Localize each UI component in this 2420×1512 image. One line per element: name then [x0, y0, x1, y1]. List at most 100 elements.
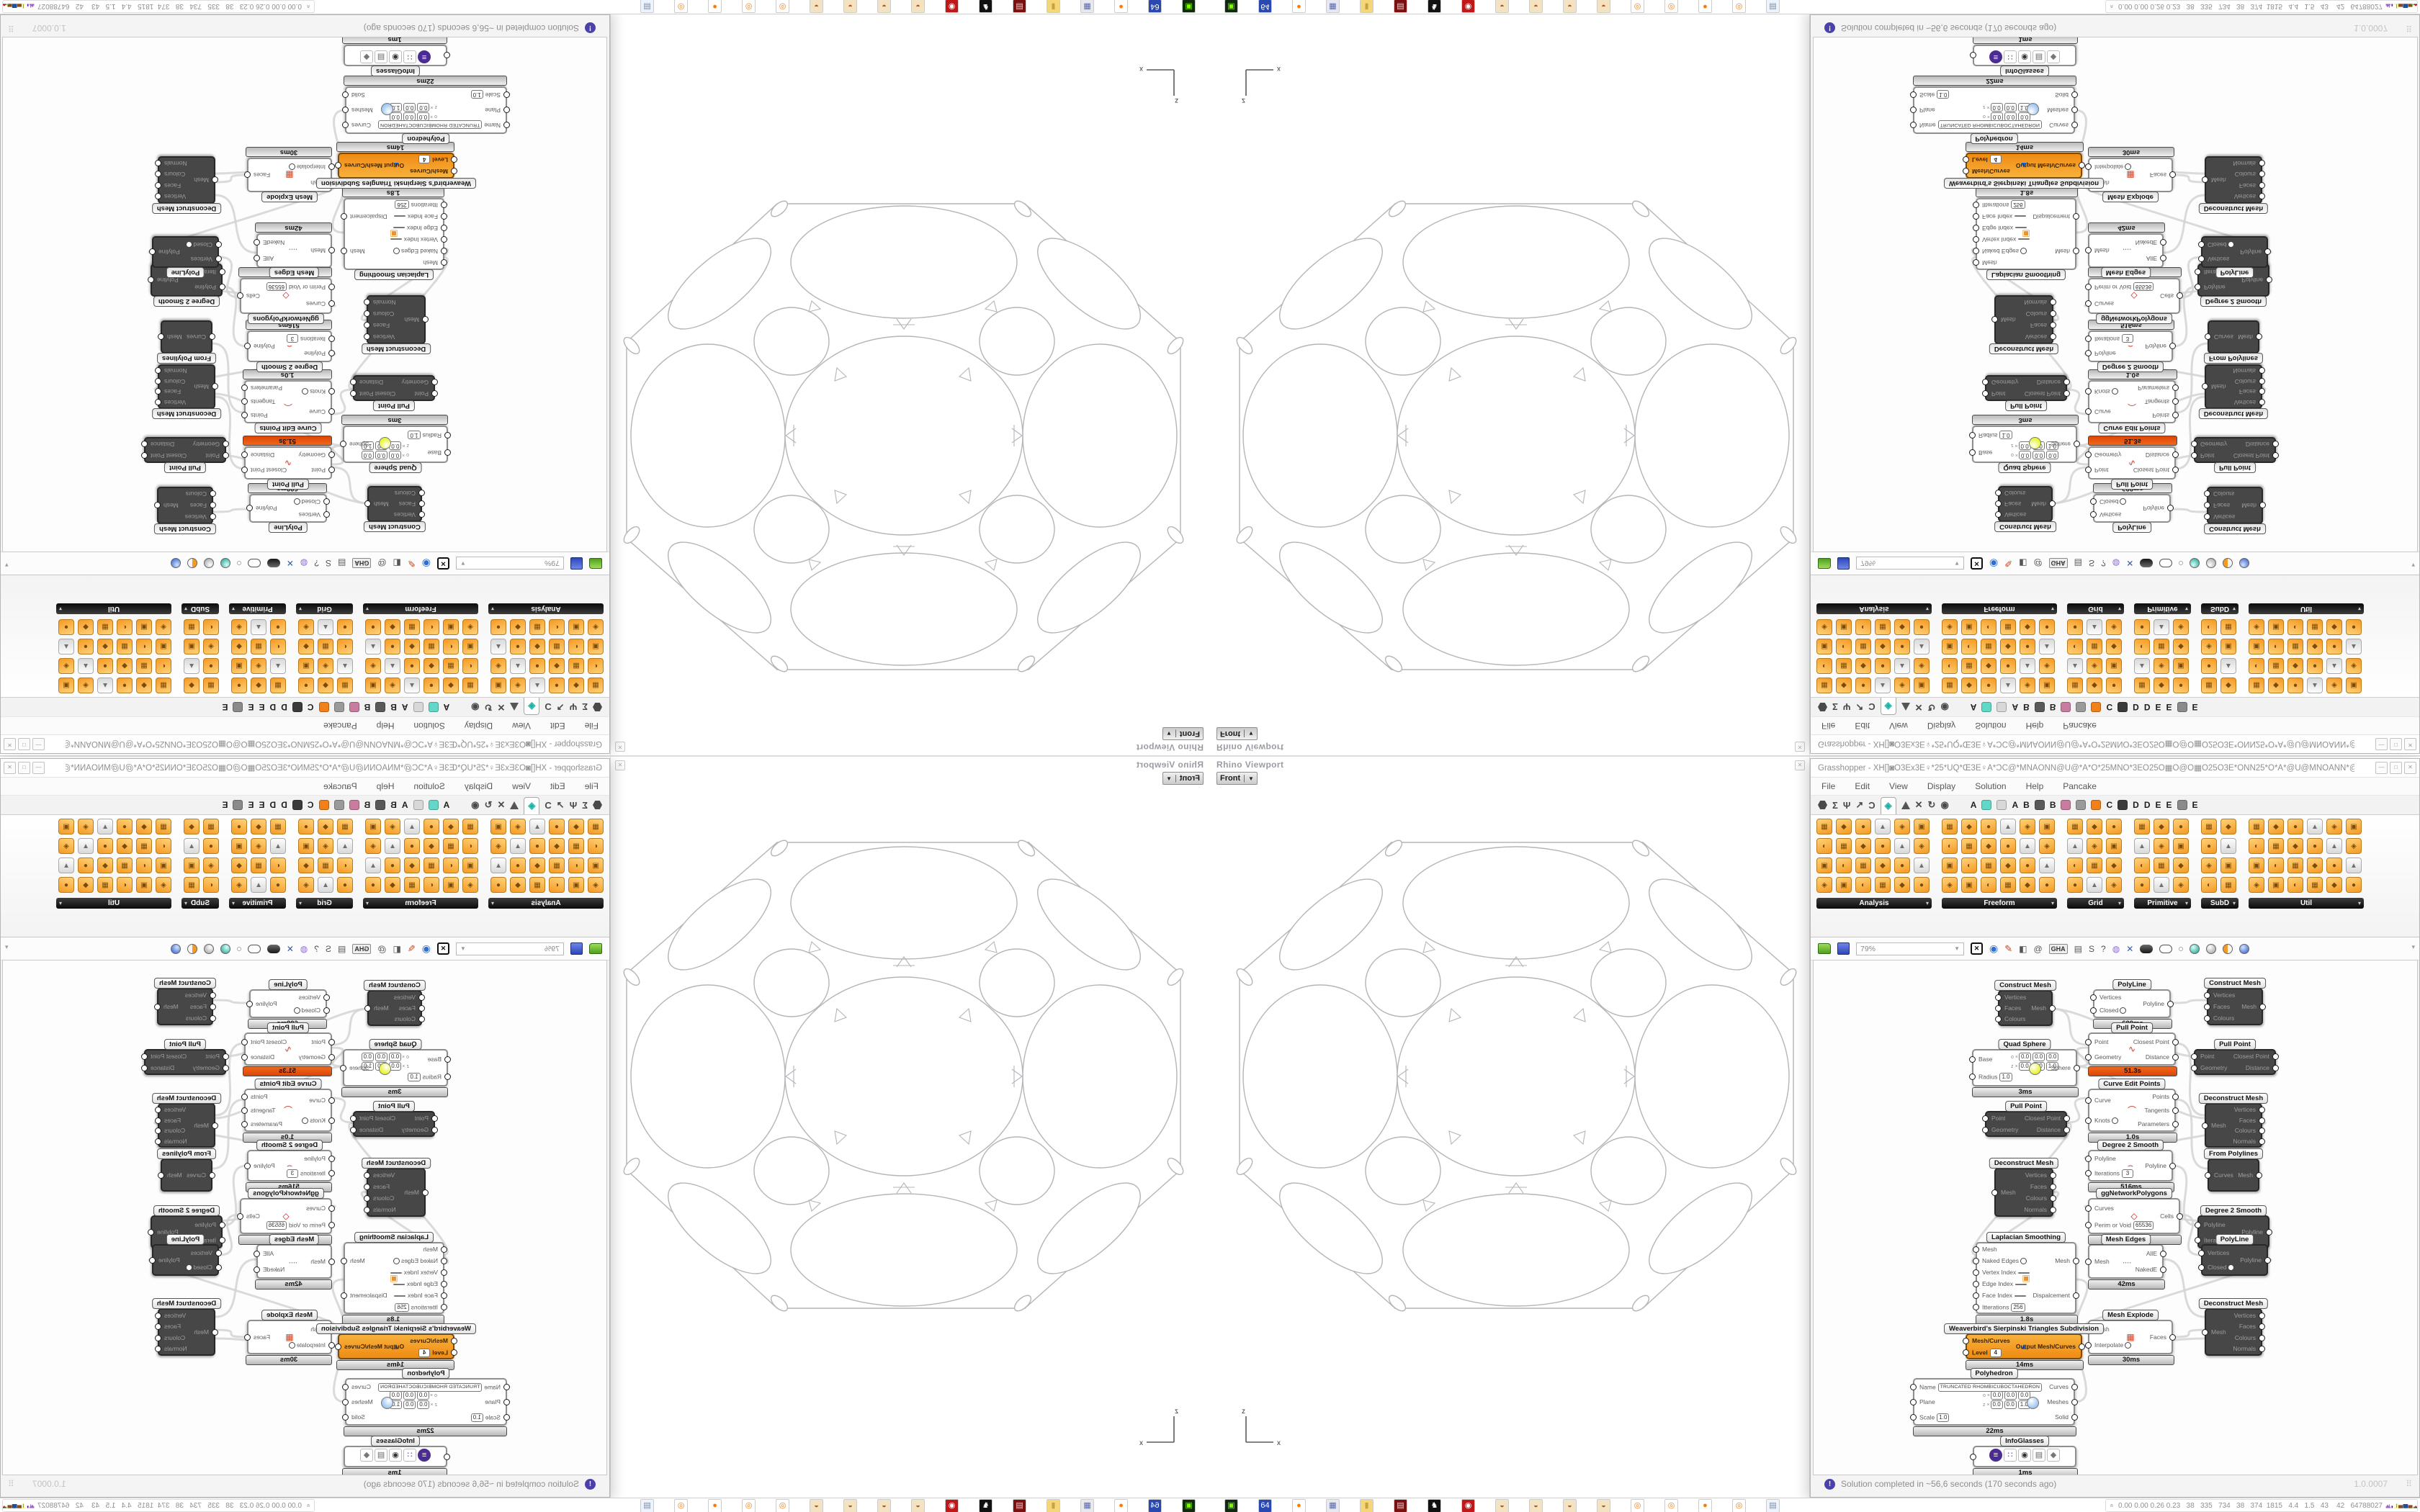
component-label[interactable]: Deconstruct Mesh: [151, 408, 222, 419]
component-label[interactable]: Mesh Explode: [2102, 192, 2159, 202]
gh-component[interactable]: Curve Knots Points Tangents Parameters ⌒: [2085, 1089, 2179, 1132]
plugin-tab-icon[interactable]: [2118, 800, 2128, 810]
door-icon[interactable]: ◧: [2019, 558, 2027, 569]
component-icon[interactable]: ●: [510, 858, 526, 873]
input-port[interactable]: [444, 449, 451, 456]
component-icon[interactable]: ▣: [184, 858, 200, 873]
component-icon[interactable]: ◈: [588, 619, 604, 635]
component-icon[interactable]: ▦: [156, 678, 171, 693]
output-port[interactable]: [340, 1065, 346, 1071]
component-label[interactable]: Polyhedron: [402, 1368, 450, 1379]
input-port[interactable]: [2085, 451, 2092, 459]
input-port[interactable]: [441, 1269, 447, 1276]
input-port[interactable]: [328, 1117, 335, 1124]
input-port[interactable]: [219, 1236, 225, 1243]
component-icon[interactable]: ◆: [2268, 678, 2284, 693]
component-label[interactable]: InfoGlasses: [371, 66, 420, 76]
component-icon[interactable]: ▲: [1875, 678, 1891, 693]
folder-icon[interactable]: ▮: [1360, 1499, 1373, 1512]
component-icon[interactable]: ▣: [2173, 838, 2189, 854]
input-port[interactable]: [2085, 1259, 2092, 1265]
zoom-extents-icon[interactable]: ✕: [1971, 557, 1983, 570]
plane-value-box[interactable]: 0.0: [2046, 1053, 2059, 1062]
component-icon[interactable]: ▦: [1961, 658, 1977, 674]
component-icon[interactable]: ◐: [1816, 658, 1832, 674]
intersect-tab[interactable]: ✕: [497, 799, 506, 810]
component-icon[interactable]: ▲: [2134, 658, 2150, 674]
output-port[interactable]: [244, 171, 251, 178]
paint-icon[interactable]: ◒: [911, 0, 925, 13]
input-port[interactable]: [418, 994, 425, 1001]
menu-file[interactable]: File: [584, 721, 599, 731]
gh-component[interactable]: Point Geometry Closest Point Distance ∿: [241, 446, 335, 480]
component-label[interactable]: ggNetworkPolygons: [2096, 313, 2172, 324]
input-port[interactable]: [451, 168, 457, 174]
viewport-view-button[interactable]: Front | ▼: [1162, 727, 1204, 740]
component-icon[interactable]: ▦: [1981, 858, 1996, 873]
folder-icon[interactable]: ▮: [1360, 0, 1373, 13]
toolbar-overflow-icon[interactable]: ▾: [2411, 562, 2415, 569]
gh-component[interactable]: Vertices Faces Colours Mesh: [154, 487, 216, 524]
component-label[interactable]: Pull Point: [2214, 1039, 2256, 1050]
input-port[interactable]: [1969, 432, 1976, 438]
blender-icon[interactable]: ◎: [742, 1499, 756, 1512]
component-icon[interactable]: ◆: [97, 858, 113, 873]
plugin-tab-icon[interactable]: [333, 702, 344, 712]
input-port[interactable]: [2198, 1250, 2205, 1256]
component-icon[interactable]: ◆: [2000, 639, 2016, 654]
palette-group-label[interactable]: Grid ▾: [296, 603, 353, 614]
input-port[interactable]: [328, 1038, 335, 1045]
value-box[interactable]: TRUNCATED RHOMBICUBOCTAHEDRON: [377, 1383, 483, 1392]
plugin-tab-c[interactable]: C: [2106, 800, 2113, 810]
component-icon[interactable]: ▣: [568, 619, 584, 635]
maths-tab[interactable]: Σ: [582, 701, 588, 713]
component-icon[interactable]: ▦: [2154, 639, 2169, 654]
component-icon[interactable]: ▣: [443, 619, 459, 635]
input-port[interactable]: [323, 1007, 330, 1014]
input-port[interactable]: [223, 1053, 229, 1060]
output-port[interactable]: [2172, 398, 2179, 405]
component-icon[interactable]: ◆: [117, 838, 133, 854]
output-port[interactable]: [254, 255, 260, 261]
toggle-dot[interactable]: [2120, 498, 2127, 505]
component-icon[interactable]: ●: [1894, 858, 1910, 873]
movie-icon[interactable]: ▤: [1013, 1499, 1026, 1512]
plane-value-box[interactable]: 1.0: [2045, 1062, 2058, 1071]
component-label[interactable]: PolyLine: [269, 979, 308, 990]
component-icon[interactable]: ◆: [1836, 678, 1852, 693]
viewport-view-button[interactable]: Front | ▼: [1216, 772, 1258, 785]
value-box[interactable]: 4: [418, 155, 431, 163]
component-icon[interactable]: ▦: [318, 639, 333, 654]
component-icon[interactable]: ▦: [2307, 877, 2323, 893]
firefox-icon[interactable]: ●: [708, 0, 722, 13]
infoglasses-icon[interactable]: ◆: [2047, 1449, 2060, 1462]
component-label[interactable]: Curve Edit Points: [254, 1079, 322, 1089]
component-icon[interactable]: ◆: [424, 658, 439, 674]
plane-value-box[interactable]: 0.0: [2033, 1053, 2045, 1062]
input-port[interactable]: [1973, 202, 1979, 208]
gh-component[interactable]: Mesh Naked Edges Vertex Index Edge Index Fac…: [341, 1242, 447, 1314]
plugin-tab-icon[interactable]: [375, 702, 386, 712]
monitor-app-icon[interactable]: ▣: [1182, 1499, 1196, 1512]
menu-display[interactable]: Display: [464, 781, 493, 791]
maximize-button[interactable]: □: [2390, 762, 2402, 774]
card-icon[interactable]: ◉: [1461, 1499, 1475, 1512]
component-icon[interactable]: ●: [549, 678, 565, 693]
disable-icon[interactable]: ✕: [2126, 558, 2134, 569]
component-label[interactable]: Quad Sphere: [1998, 462, 2051, 473]
input-port[interactable]: [328, 247, 335, 253]
component-icon[interactable]: ◈: [365, 658, 381, 674]
zoom-dropdown[interactable]: 79% ▼: [456, 557, 564, 570]
component-icon[interactable]: ◐: [1836, 639, 1852, 654]
component-icon[interactable]: ▲: [2154, 877, 2169, 893]
plugin-tab-icon[interactable]: [2076, 702, 2087, 712]
intersect-tab[interactable]: ✕: [1914, 799, 1923, 810]
component-icon[interactable]: ▦: [1855, 858, 1871, 873]
disable-icon[interactable]: ✕: [286, 943, 294, 954]
input-port[interactable]: [451, 1349, 457, 1356]
component-icon[interactable]: ●: [1981, 678, 1996, 693]
preview-shaded-selected[interactable]: [236, 946, 241, 951]
collapse-chevron-icon[interactable]: «: [304, 4, 312, 9]
component-icon[interactable]: ▦: [337, 819, 353, 834]
